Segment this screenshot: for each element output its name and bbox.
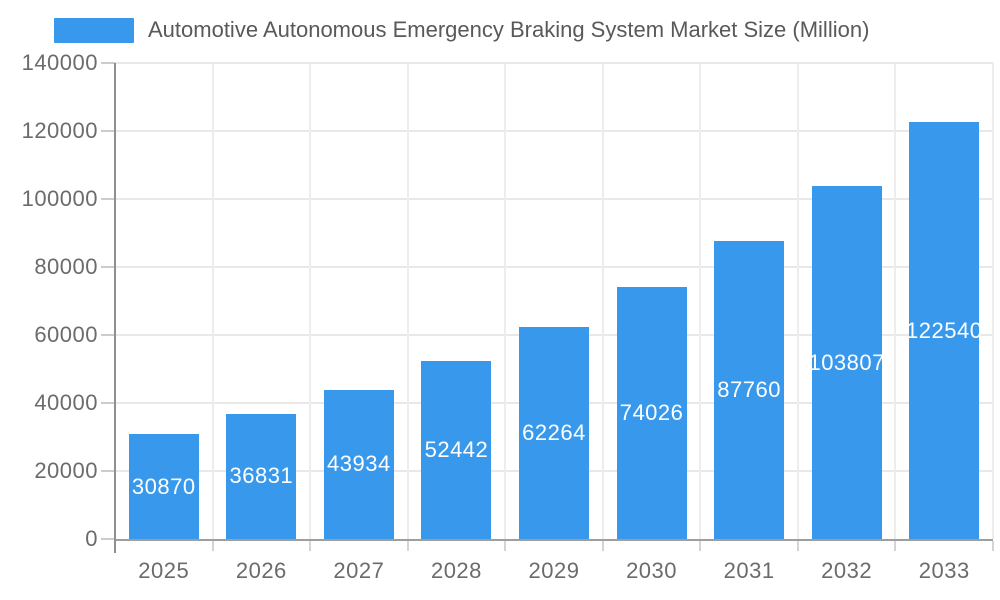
x-axis-tick <box>309 541 312 551</box>
legend-swatch-icon <box>54 17 134 43</box>
bar[interactable]: 36831 <box>226 413 297 539</box>
x-gridline <box>601 63 604 539</box>
y-axis-label: 100000 <box>21 186 98 211</box>
x-axis-tick <box>211 541 214 551</box>
y-gridline <box>115 62 993 64</box>
x-axis-label: 2030 <box>626 558 678 583</box>
x-axis-label: 2033 <box>918 558 970 583</box>
x-gridline <box>504 63 507 539</box>
bar-value-label: 103807 <box>808 349 885 375</box>
bar[interactable]: 74026 <box>616 287 687 539</box>
bar-value-label: 52442 <box>424 436 489 462</box>
x-axis-tick <box>406 541 409 551</box>
legend[interactable]: Automotive Autonomous Emergency Braking … <box>54 14 869 46</box>
x-axis-tick <box>699 541 702 551</box>
x-axis-tick <box>601 541 604 551</box>
bar[interactable]: 52442 <box>421 360 492 539</box>
y-axis-tick <box>101 402 115 404</box>
bar[interactable]: 62264 <box>519 327 589 539</box>
y-axis-label: 140000 <box>21 50 98 75</box>
x-axis-label: 2032 <box>821 558 873 583</box>
y-axis-tick <box>101 130 115 132</box>
y-gridline <box>115 130 993 132</box>
x-axis-tick <box>504 541 507 551</box>
bar-value-label: 87760 <box>717 376 781 402</box>
y-axis-label: 40000 <box>34 390 98 415</box>
y-axis-tick <box>101 198 115 200</box>
x-gridline <box>309 63 312 539</box>
x-gridline <box>211 63 214 539</box>
y-axis-tick <box>101 538 115 540</box>
x-axis-label: 2031 <box>723 558 775 583</box>
x-gridline <box>699 63 702 539</box>
bar-value-label: 43934 <box>327 451 391 477</box>
x-gridline <box>992 63 994 539</box>
bar-value-label: 36831 <box>229 463 294 489</box>
x-axis-label: 2028 <box>430 558 482 583</box>
bar-value-label: 30870 <box>131 473 196 499</box>
bar[interactable]: 43934 <box>323 389 394 539</box>
bar[interactable]: 30870 <box>128 434 199 539</box>
bar[interactable]: 122540 <box>906 122 983 539</box>
x-gridline <box>406 63 409 539</box>
x-axis-label: 2029 <box>528 558 580 583</box>
y-gridline <box>115 198 993 200</box>
x-gridline <box>894 63 897 539</box>
y-axis-tick <box>101 470 115 472</box>
bar-value-label: 74026 <box>619 400 684 426</box>
bar[interactable]: 87760 <box>714 240 785 539</box>
x-axis-label: 2027 <box>333 558 385 583</box>
y-gridline <box>115 266 993 268</box>
y-axis-tick <box>101 334 115 336</box>
x-axis-line <box>114 539 993 541</box>
x-axis-tick <box>992 541 994 551</box>
legend-label: Automotive Autonomous Emergency Braking … <box>148 17 870 42</box>
bar[interactable]: 103807 <box>808 186 885 539</box>
y-axis-label: 20000 <box>34 458 98 483</box>
y-axis-line <box>114 63 116 553</box>
x-axis-label: 2025 <box>138 558 190 583</box>
y-axis-label: 0 <box>85 526 98 551</box>
x-axis-label: 2026 <box>235 558 287 583</box>
y-axis-label: 80000 <box>34 254 98 279</box>
x-axis-tick <box>796 541 799 551</box>
y-axis-tick <box>101 266 115 268</box>
x-gridline <box>796 63 799 539</box>
y-axis-label: 120000 <box>21 118 98 143</box>
y-axis-tick <box>101 62 115 64</box>
y-axis-label: 60000 <box>34 322 98 347</box>
bar-value-label: 122540 <box>906 317 983 343</box>
bar-value-label: 62264 <box>522 420 586 446</box>
x-axis-tick <box>894 541 897 551</box>
